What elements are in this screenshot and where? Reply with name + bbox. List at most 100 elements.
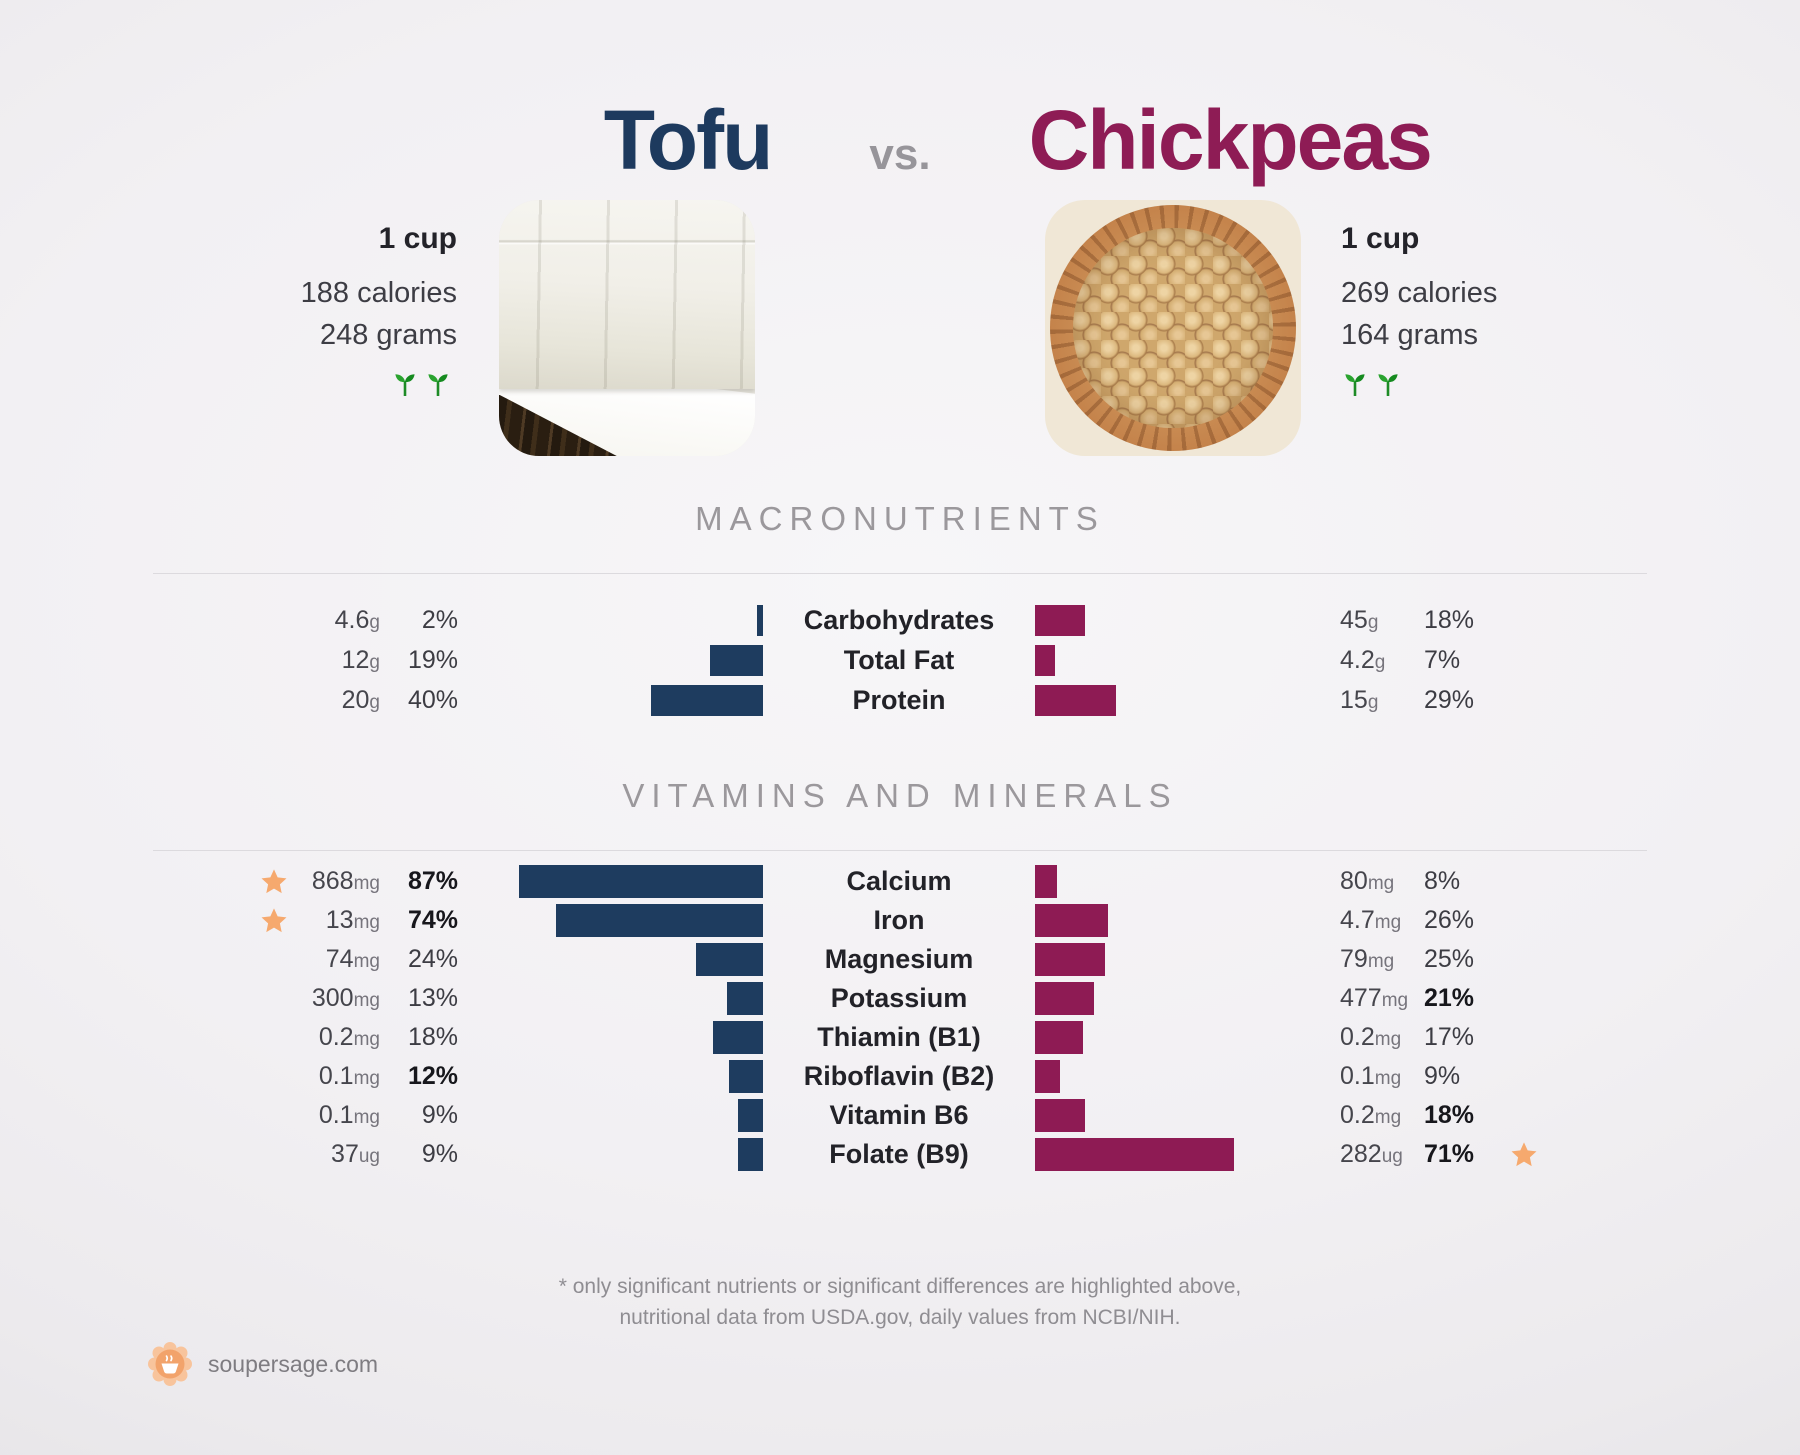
chickpeas-amount: 0.2mg bbox=[1340, 1023, 1402, 1051]
nutrient-label: Magnesium bbox=[824, 944, 974, 974]
title-tofu: Tofu bbox=[603, 93, 774, 187]
chickpeas-amount: 477mg bbox=[1340, 984, 1409, 1012]
bar-zone bbox=[458, 901, 763, 940]
sprout-icon bbox=[1341, 368, 1800, 403]
bar-zone bbox=[1035, 600, 1340, 640]
tofu-percent: 9% bbox=[421, 1140, 458, 1168]
nutrient-row: 0.1mg 12% Riboflavin (B2) 0.1mg 9% bbox=[252, 1057, 1800, 1096]
chickpeas-bar bbox=[1035, 982, 1094, 1015]
tofu-percent: 13% bbox=[407, 984, 458, 1012]
chickpeas-percent: 8% bbox=[1424, 867, 1461, 895]
footnote: * only significant nutrients or signific… bbox=[0, 1271, 1800, 1333]
tofu-bar bbox=[556, 904, 763, 937]
tofu-percent: 18% bbox=[407, 1023, 458, 1051]
bar-zone bbox=[1035, 1135, 1340, 1174]
section-divider bbox=[153, 573, 1647, 574]
chickpeas-amount: 4.2g bbox=[1340, 645, 1386, 674]
chickpeas-bar bbox=[1035, 943, 1105, 976]
chickpeas-percent: 25% bbox=[1424, 945, 1475, 973]
brand-link[interactable]: soupersage.com bbox=[208, 1350, 379, 1377]
footnote-line-1: * only significant nutrients or signific… bbox=[558, 1275, 1242, 1298]
tofu-amount: 4.6g bbox=[334, 605, 380, 634]
nutrient-row: 37ug 9% Folate (B9) 282ug 71% bbox=[252, 1135, 1800, 1174]
bar-zone bbox=[458, 862, 763, 901]
chickpeas-amount: 0.2mg bbox=[1340, 1101, 1402, 1129]
bar-zone bbox=[1035, 979, 1340, 1018]
chickpeas-amount: 45g bbox=[1340, 605, 1379, 634]
star-icon bbox=[252, 867, 296, 897]
chickpeas-percent: 29% bbox=[1424, 685, 1475, 714]
tofu-percent: 87% bbox=[407, 867, 458, 895]
tofu-bar bbox=[519, 865, 763, 898]
nutrient-label: Carbohydrates bbox=[803, 604, 995, 635]
nutrient-label: Folate (B9) bbox=[829, 1139, 969, 1169]
footnote-line-2: nutritional data from USDA.gov, daily va… bbox=[619, 1306, 1181, 1329]
vitamins-rows: 868mg 87% Calcium 80mg 8% 13mg 74% Iron 4.7mg 26%… bbox=[0, 862, 1800, 1174]
bar-zone bbox=[1035, 640, 1340, 680]
chickpeas-bar bbox=[1035, 1021, 1083, 1054]
section-divider bbox=[153, 850, 1647, 851]
tofu-percent: 74% bbox=[407, 906, 458, 934]
tofu-bar bbox=[738, 1099, 763, 1132]
tofu-block-shape bbox=[499, 200, 755, 390]
tofu-amount: 0.1mg bbox=[318, 1101, 380, 1129]
bar-zone bbox=[1035, 862, 1340, 901]
title-chickpeas: Chickpeas bbox=[1028, 93, 1433, 187]
tofu-serving-size: 1 cup bbox=[378, 222, 457, 255]
nutrient-label: Riboflavin (B2) bbox=[803, 1061, 995, 1091]
chickpeas-amount: 79mg bbox=[1340, 945, 1395, 973]
bar-zone bbox=[458, 1135, 763, 1174]
nutrient-row: 4.6g 2% Carbohydrates 45g 18% bbox=[252, 600, 1800, 640]
tofu-amount: 12g bbox=[341, 645, 380, 674]
chickpeas-serving-stats: 1 cup 269 calories 164 grams bbox=[1301, 200, 1800, 456]
tofu-photo bbox=[499, 200, 755, 456]
nutrient-row: 20g 40% Protein 15g 29% bbox=[252, 680, 1800, 720]
chickpeas-calories: 269 calories bbox=[1341, 277, 1498, 309]
nutrient-label: Total Fat bbox=[843, 644, 955, 675]
chickpeas-amount: 15g bbox=[1340, 685, 1379, 714]
star-icon bbox=[1502, 1140, 1546, 1170]
tofu-bar bbox=[713, 1021, 763, 1054]
chickpeas-percent: 71% bbox=[1424, 1140, 1475, 1168]
chickpeas-percent: 26% bbox=[1424, 906, 1475, 934]
chickpeas-percent: 7% bbox=[1424, 645, 1461, 674]
nutrient-row: 74mg 24% Magnesium 79mg 25% bbox=[252, 940, 1800, 979]
chickpeas-bar bbox=[1035, 1138, 1234, 1171]
tofu-percent: 24% bbox=[407, 945, 458, 973]
bar-zone bbox=[458, 680, 763, 720]
chickpeas-photo bbox=[1045, 200, 1301, 456]
tofu-percent: 9% bbox=[421, 1101, 458, 1129]
hero-row: 1 cup 188 calories 248 grams bbox=[0, 200, 1800, 456]
chickpeas-amount: 282ug bbox=[1340, 1140, 1403, 1168]
tofu-bar bbox=[738, 1138, 763, 1171]
chickpeas-bar bbox=[1035, 1099, 1085, 1132]
tofu-calories: 188 calories bbox=[300, 277, 457, 309]
nutrient-label: Protein bbox=[852, 684, 946, 715]
macronutrients-rows: 4.6g 2% Carbohydrates 45g 18% 12g 19% Total Fat… bbox=[0, 600, 1800, 720]
tofu-amount: 0.1mg bbox=[318, 1062, 380, 1090]
bar-zone bbox=[458, 640, 763, 680]
chickpeas-serving-size: 1 cup bbox=[1341, 222, 1420, 255]
bar-zone bbox=[1035, 680, 1340, 720]
nutrient-row: 300mg 13% Potassium 477mg 21% bbox=[252, 979, 1800, 1018]
chickpeas-amount: 4.7mg bbox=[1340, 906, 1402, 934]
chickpeas-bar bbox=[1035, 904, 1108, 937]
chickpeas-percent: 18% bbox=[1424, 605, 1475, 634]
tofu-bar bbox=[727, 982, 763, 1015]
tofu-percent: 2% bbox=[421, 605, 458, 634]
nutrient-label: Vitamin B6 bbox=[829, 1100, 969, 1130]
nutrient-row: 12g 19% Total Fat 4.2g 7% bbox=[252, 640, 1800, 680]
title-row: Tofu vs. Chickpeas bbox=[0, 88, 1800, 192]
chickpeas-bar bbox=[1035, 644, 1055, 676]
tofu-bar bbox=[696, 943, 763, 976]
chickpeas-bar bbox=[1035, 865, 1057, 898]
nutrient-label: Iron bbox=[873, 905, 925, 935]
bar-zone bbox=[1035, 1018, 1340, 1057]
chickpeas-percent: 17% bbox=[1424, 1023, 1475, 1051]
tofu-percent: 12% bbox=[407, 1062, 458, 1090]
nutrient-row: 868mg 87% Calcium 80mg 8% bbox=[252, 862, 1800, 901]
tofu-amount: 0.2mg bbox=[318, 1023, 380, 1051]
chickpeas-pile-shape bbox=[1073, 228, 1273, 428]
tofu-amount: 20g bbox=[341, 685, 380, 714]
